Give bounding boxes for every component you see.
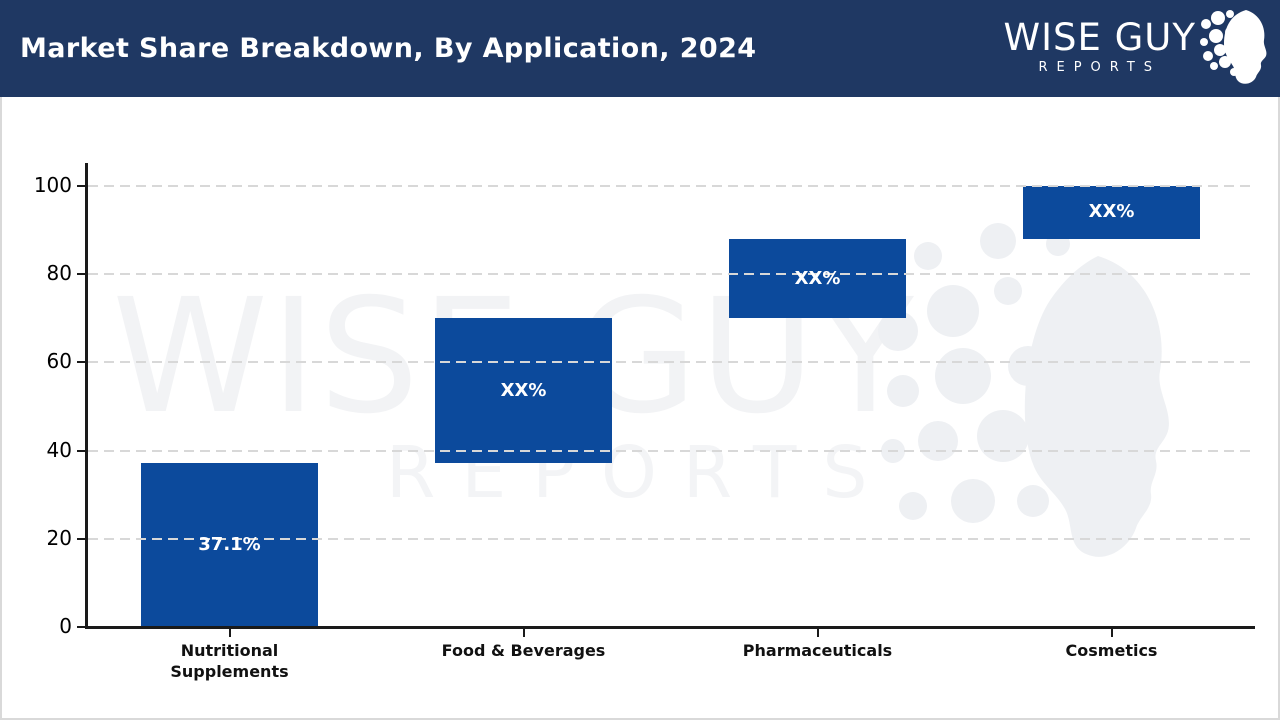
x-axis-category-label: Pharmaceuticals [742, 641, 893, 660]
x-axis-category-label: Cosmetics [1065, 641, 1158, 660]
y-axis-tick-label: 80 [46, 261, 72, 286]
x-axis-tick [816, 629, 819, 637]
logo-text: WISE GUY REPORTS [1003, 15, 1196, 76]
x-axis-category-label: Nutritional Supplements [170, 641, 289, 682]
y-axis-tick-label: 40 [46, 437, 72, 462]
y-axis-tick-label: 100 [33, 173, 72, 197]
gridline [88, 185, 1253, 187]
bar-segment [435, 318, 612, 464]
logo-head-icon [1200, 10, 1267, 84]
y-axis-tick [77, 185, 86, 187]
x-axis-tick [522, 629, 525, 637]
gridline [88, 537, 1253, 540]
logo: WISE GUY REPORTS [1004, 4, 1272, 88]
y-axis-tick [77, 449, 86, 452]
y-axis-tick-label: 0 [59, 614, 72, 638]
bar-value-label: XX% [794, 267, 841, 289]
y-axis-tick [77, 273, 86, 276]
y-axis-tick [77, 361, 86, 364]
logo-wordmark: WISE GUY [1003, 15, 1196, 59]
bar-segment [141, 463, 318, 627]
x-axis-tick [228, 629, 231, 637]
y-axis-tick [77, 537, 86, 540]
x-axis-line [85, 626, 1255, 629]
gridline [88, 449, 1253, 452]
watermark-head-icon [878, 223, 1169, 557]
logo-subtext: REPORTS [1038, 60, 1162, 76]
y-axis-tick-label: 20 [46, 525, 72, 550]
bar-value-label: XX% [500, 379, 547, 401]
gridline [88, 361, 1253, 364]
bar-value-label: 37.1% [198, 534, 261, 556]
gridline [88, 273, 1253, 276]
bar-segment [729, 238, 906, 319]
y-axis-tick [77, 626, 86, 628]
x-axis-tick [1110, 629, 1113, 637]
y-axis-tick-label: 60 [46, 349, 72, 374]
header: Market Share Breakdown, By Application, … [0, 0, 1280, 97]
y-axis-line [85, 163, 88, 629]
x-axis-category-label: Food & Beverages [441, 641, 606, 660]
page-title: Market Share Breakdown, By Application, … [20, 33, 757, 64]
bar-value-label: XX% [1088, 201, 1135, 223]
bar-segment [1023, 186, 1200, 239]
